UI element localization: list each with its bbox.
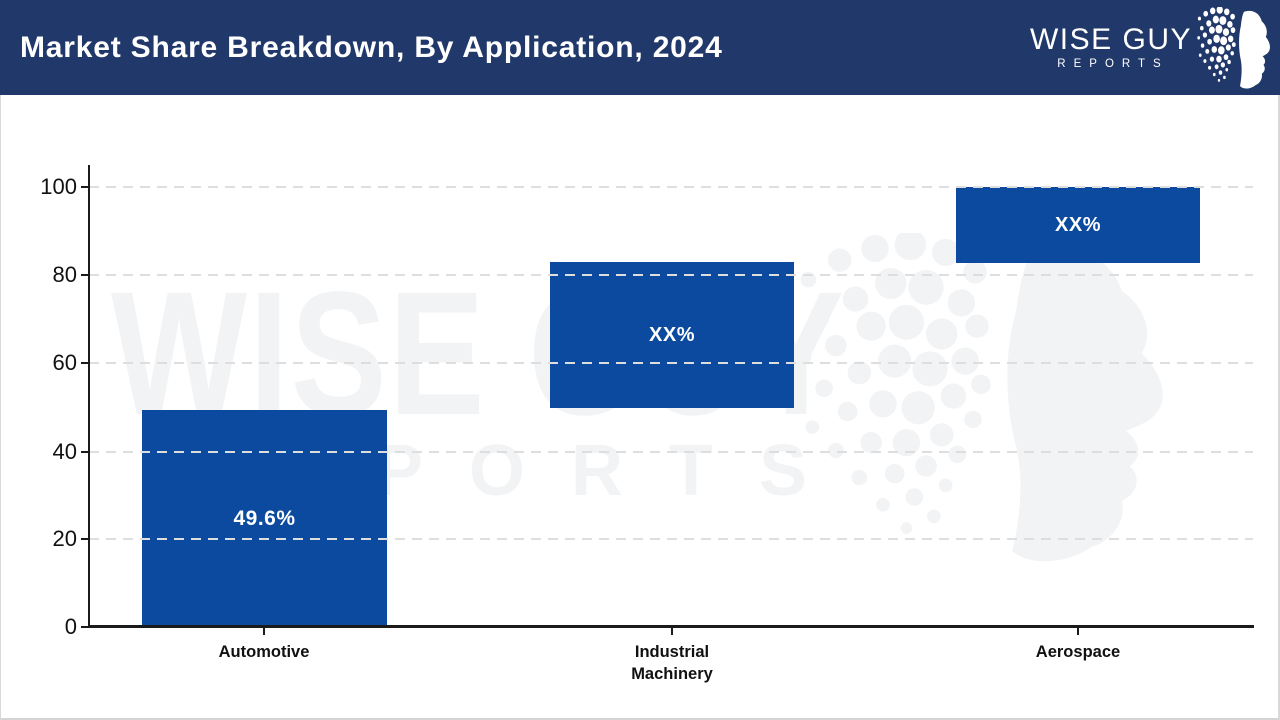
bar-automotive: 49.6% xyxy=(142,410,387,627)
y-tick-mark xyxy=(81,186,88,188)
x-tick-mark xyxy=(1077,628,1079,635)
bar-value-label: XX% xyxy=(1055,213,1101,236)
wise-guy-head-watermark-icon xyxy=(797,233,1163,562)
wise-guy-head-icon xyxy=(1197,6,1270,89)
y-tick-label-0: 0 xyxy=(64,614,77,639)
brand-logo: WISE GUY REPORTS xyxy=(1029,6,1272,89)
x-category-label-industrial-machinery: Industrial Machinery xyxy=(631,643,713,684)
bar-value-label: XX% xyxy=(649,323,695,346)
y-tick-mark xyxy=(81,362,88,364)
brand-subtitle: REPORTS xyxy=(1057,57,1169,70)
y-tick-label-80: 80 xyxy=(52,262,77,287)
y-tick-label-20: 20 xyxy=(52,526,77,551)
gridline-100 xyxy=(89,186,1253,188)
gridline-80 xyxy=(89,274,1253,276)
y-tick-label-40: 40 xyxy=(52,439,77,464)
page-title: Market Share Breakdown, By Application, … xyxy=(20,30,723,64)
y-axis-line xyxy=(88,165,90,627)
bar-industrial-machinery: XX% xyxy=(550,262,794,408)
brand-name: WISE GUY xyxy=(1029,22,1192,56)
gridline-40 xyxy=(89,451,1253,453)
y-tick-mark xyxy=(81,538,88,540)
chart-plot-area: WISE GUY REPORTS 49.6% XX% XX% 10 xyxy=(0,95,1280,720)
gridline-60 xyxy=(89,362,1253,364)
y-tick-label-60: 60 xyxy=(52,350,77,375)
x-tick-mark xyxy=(671,628,673,635)
x-category-label-automotive: Automotive xyxy=(218,643,310,661)
header-bar: Market Share Breakdown, By Application, … xyxy=(0,0,1280,95)
x-category-label-aerospace: Aerospace xyxy=(1035,643,1121,661)
y-tick-mark xyxy=(81,274,88,276)
x-tick-mark xyxy=(263,628,265,635)
gridline-20 xyxy=(89,538,1253,540)
bar-value-label: 49.6% xyxy=(233,506,296,530)
y-tick-label-100: 100 xyxy=(40,174,77,199)
bar-aerospace: XX% xyxy=(956,187,1200,263)
y-tick-mark xyxy=(81,626,88,628)
brand-logo-text: WISE GUY REPORTS xyxy=(1029,22,1192,71)
y-tick-mark xyxy=(81,451,88,453)
x-axis-line xyxy=(88,625,1254,628)
